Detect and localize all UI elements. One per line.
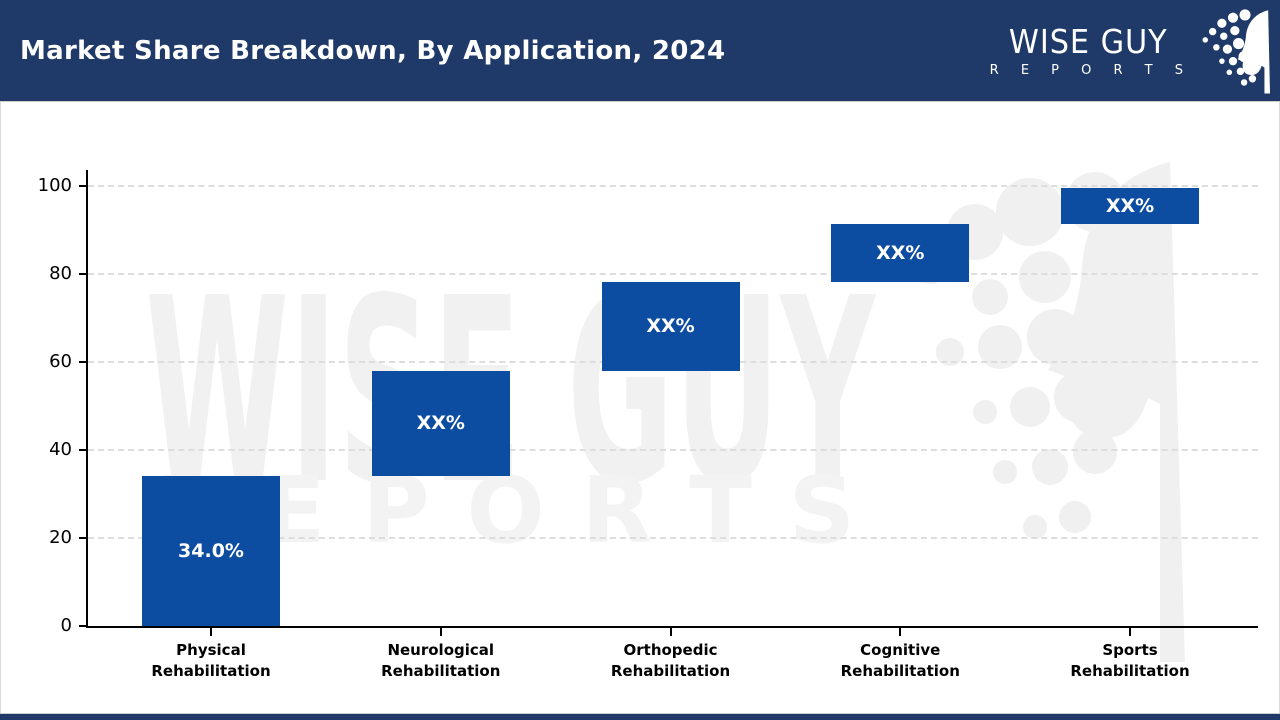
x-tick-0	[210, 628, 212, 636]
bar-value-label: XX%	[876, 242, 925, 265]
bar-physical-rehabilitation: 34.0%	[142, 476, 280, 626]
x-tick-2	[669, 628, 672, 636]
x-category-label: Sports Rehabilitation	[1015, 640, 1245, 682]
x-category-label-line: Neurological	[387, 641, 495, 659]
x-category-label-line: Orthopedic	[623, 641, 718, 659]
x-category-label-line: Rehabilitation	[1070, 662, 1190, 680]
bar-value-label: 34.0%	[178, 540, 244, 563]
x-category-label-line: Cognitive	[860, 641, 941, 659]
y-tick-20	[79, 536, 86, 539]
x-category-label: Physical Rehabilitation	[96, 640, 326, 682]
x-axis-line	[86, 626, 1258, 628]
y-axis-line	[86, 170, 88, 628]
y-tick-label-100: 100	[37, 174, 72, 196]
x-category-label: Cognitive Rehabilitation	[785, 640, 1015, 682]
y-tick-label-20: 20	[49, 526, 72, 548]
bar-sports-rehabilitation: XX%	[1061, 187, 1199, 224]
x-tick-3	[899, 628, 902, 636]
y-tick-label-60: 60	[49, 350, 72, 372]
page-title: Market Share Breakdown, By Application, …	[20, 35, 726, 66]
wiseguy-logo-subtitle: R E P O R T S	[989, 63, 1192, 78]
gridline-100	[88, 184, 1258, 187]
gridline-80	[88, 272, 1258, 275]
x-tick-1	[439, 628, 442, 636]
x-category-label-line: Physical	[176, 641, 246, 659]
wiseguy-face-icon	[1202, 9, 1270, 94]
y-tick-60	[79, 360, 86, 363]
y-tick-80	[79, 272, 86, 275]
header-bar: Market Share Breakdown, By Application, …	[0, 0, 1280, 102]
y-tick-0	[79, 625, 86, 627]
wiseguy-logo: WISE GUY R E P O R T S	[984, 0, 1270, 102]
wiseguy-logo-text: WISE GUY R E P O R T S	[984, 25, 1192, 77]
y-tick-label-80: 80	[49, 262, 72, 284]
gridline-40	[88, 448, 1258, 451]
gridline-20	[88, 536, 1258, 539]
bar-neurological-rehabilitation: XX%	[371, 370, 510, 477]
x-category-label-line: Rehabilitation	[610, 662, 731, 680]
x-category-label-line: Rehabilitation	[381, 662, 501, 680]
bar-value-label: XX%	[1105, 194, 1155, 217]
bar-value-label: XX%	[646, 315, 695, 338]
footer-divider	[0, 713, 1280, 714]
waterfall-chart: WISE GUY R E P O R T S 02040608010034.0%…	[0, 102, 1280, 713]
bar-cognitive-rehabilitation: XX%	[831, 223, 970, 283]
x-category-label: Neurological Rehabilitation	[326, 640, 556, 682]
x-category-label: Orthopedic Rehabilitation	[556, 640, 786, 682]
x-category-label-line: Sports	[1102, 641, 1158, 659]
page-left-border	[0, 102, 1, 714]
y-tick-label-40: 40	[49, 438, 72, 460]
bar-value-label: XX%	[416, 412, 465, 435]
wiseguy-logo-name: WISE GUY	[1008, 22, 1168, 61]
y-tick-100	[79, 184, 86, 187]
y-tick-40	[79, 448, 86, 451]
footer-bar	[0, 714, 1280, 720]
y-tick-label-0: 0	[60, 615, 72, 636]
x-tick-4	[1129, 628, 1131, 636]
x-category-label-line: Rehabilitation	[151, 662, 271, 680]
bar-orthopedic-rehabilitation: XX%	[601, 282, 740, 371]
x-category-label-line: Rehabilitation	[840, 662, 960, 680]
